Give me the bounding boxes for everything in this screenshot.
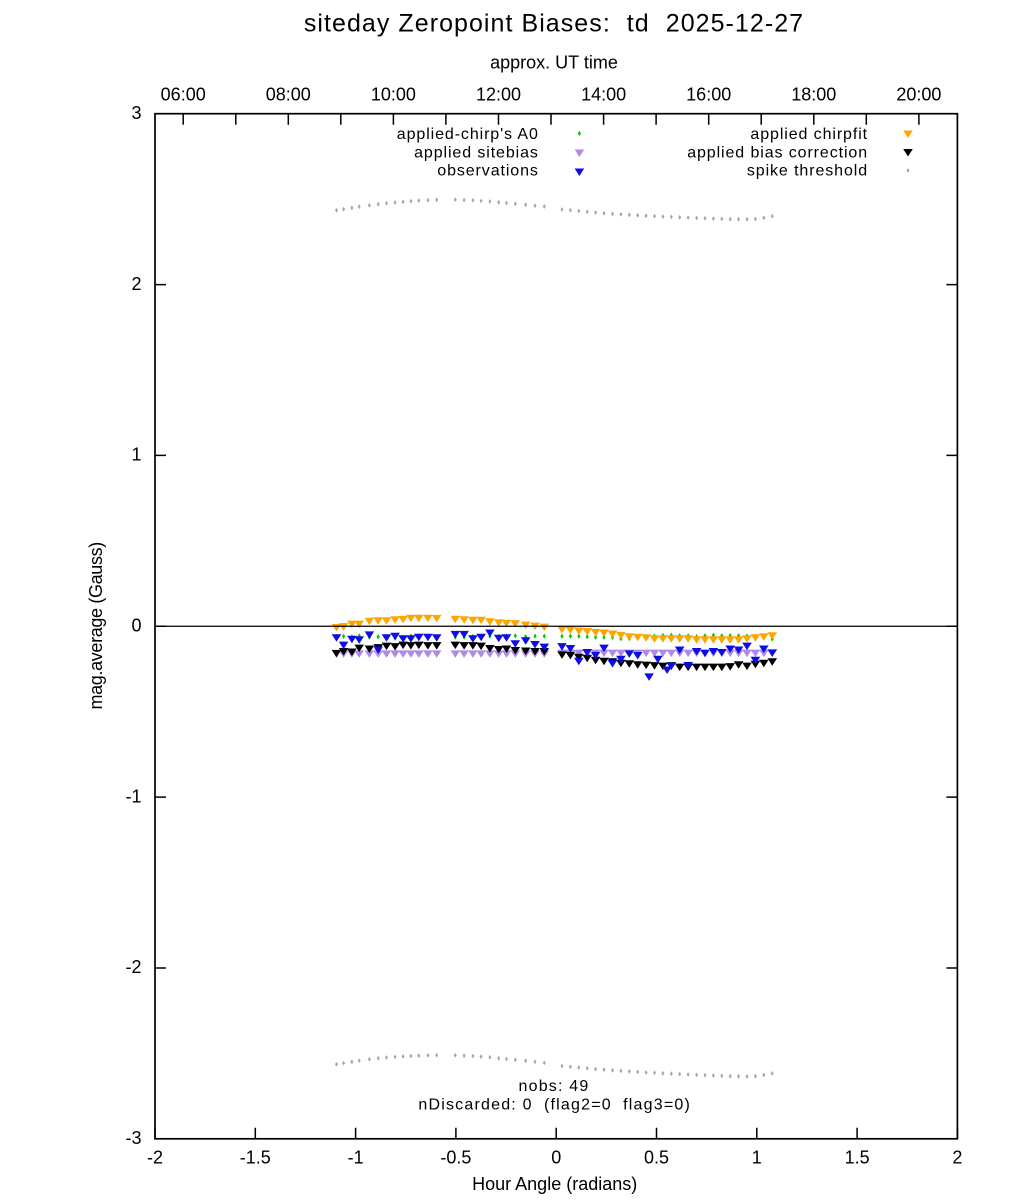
svg-text:applied bias correction: applied bias correction <box>687 144 868 161</box>
svg-text:mag.average (Gauss): mag.average (Gauss) <box>86 542 106 709</box>
svg-text:14:00: 14:00 <box>581 84 626 104</box>
svg-text:0: 0 <box>131 615 141 635</box>
svg-text:applied sitebias: applied sitebias <box>414 144 539 161</box>
svg-text:0: 0 <box>551 1147 561 1167</box>
svg-text:12:00: 12:00 <box>476 84 521 104</box>
svg-text:06:00: 06:00 <box>161 84 206 104</box>
svg-text:spike threshold: spike threshold <box>747 163 868 180</box>
svg-text:08:00: 08:00 <box>266 84 311 104</box>
svg-text:nobs: 49: nobs: 49 <box>519 1078 590 1095</box>
svg-text:-1: -1 <box>125 786 141 806</box>
svg-text:10:00: 10:00 <box>371 84 416 104</box>
svg-text:2: 2 <box>131 274 141 294</box>
svg-text:3: 3 <box>131 103 141 123</box>
svg-text:-3: -3 <box>125 1128 141 1148</box>
svg-text:applied-chirp's A0: applied-chirp's A0 <box>397 126 539 143</box>
svg-text:18:00: 18:00 <box>791 84 836 104</box>
svg-text:1.5: 1.5 <box>845 1147 870 1167</box>
svg-text:0.5: 0.5 <box>644 1147 669 1167</box>
svg-text:approx. UT time: approx. UT time <box>490 53 618 73</box>
svg-text:observations: observations <box>437 163 539 180</box>
svg-text:-2: -2 <box>147 1147 163 1167</box>
svg-text:nDiscarded: 0 (flag2=0 flag3: nDiscarded: 0 (flag2=0 flag3=0) <box>418 1097 691 1114</box>
svg-text:Hour Angle (radians): Hour Angle (radians) <box>472 1174 637 1194</box>
svg-text:applied chirpfit: applied chirpfit <box>750 126 868 143</box>
svg-text:1: 1 <box>131 445 141 465</box>
svg-text:-1.5: -1.5 <box>240 1147 271 1167</box>
svg-text:siteday Zeropoint Biases: td: siteday Zeropoint Biases: td 2025-12-27 <box>304 10 804 38</box>
svg-text:-0.5: -0.5 <box>440 1147 471 1167</box>
svg-text:20:00: 20:00 <box>896 84 941 104</box>
svg-text:1: 1 <box>752 1147 762 1167</box>
svg-text:-2: -2 <box>125 957 141 977</box>
svg-text:2: 2 <box>952 1147 962 1167</box>
svg-text:16:00: 16:00 <box>686 84 731 104</box>
svg-text:-1: -1 <box>348 1147 364 1167</box>
